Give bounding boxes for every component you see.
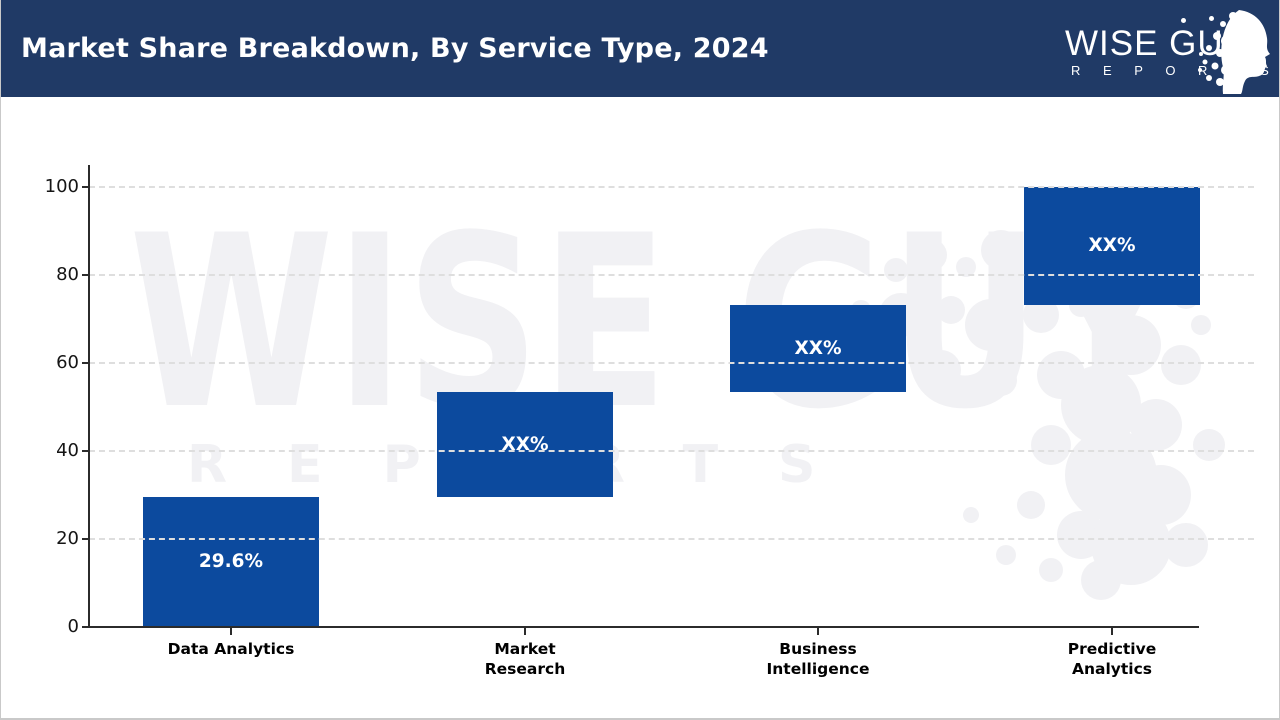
logo-accent-dot [1209, 16, 1214, 21]
header-bar: Market Share Breakdown, By Service Type,… [1, 0, 1279, 97]
y-axis-line [88, 165, 90, 628]
bar-value-label: 29.6% [198, 551, 264, 573]
y-axis-tick-label: 0 [67, 616, 79, 637]
bar-data-analytics: 29.6% [143, 496, 319, 627]
logo-accent-dot [1181, 18, 1186, 23]
gridline [89, 274, 1254, 276]
face-profile-icon [1198, 10, 1270, 94]
wiseguy-logo: WISE GUY R E P O R T S [1033, 6, 1273, 94]
bar-market-research: XX% [437, 392, 613, 497]
bar-value-label: XX% [794, 337, 842, 359]
x-axis-line [86, 626, 1199, 628]
gridline [89, 538, 1254, 540]
y-axis-tick [82, 626, 89, 628]
gridline [89, 450, 1254, 452]
bar-value-label: XX% [1088, 235, 1136, 257]
x-axis-tick [817, 627, 819, 635]
category-label-data-analytics: Data Analytics [167, 640, 295, 658]
y-axis-tick-label: 100 [44, 176, 79, 197]
y-axis-tick-label: 20 [56, 528, 79, 549]
category-label-market-research: Market Research [484, 640, 566, 678]
y-axis-tick-label: 80 [56, 264, 79, 285]
y-axis-tick [82, 450, 89, 452]
y-axis-tick-label: 40 [56, 440, 79, 461]
y-axis-tick [82, 362, 89, 364]
bar-predictive-analytics: XX% [1024, 187, 1200, 305]
gridline [89, 362, 1254, 364]
chart-title: Market Share Breakdown, By Service Type,… [21, 33, 769, 64]
category-label-business-intelligence: Business Intelligence [766, 640, 870, 678]
y-axis-tick [82, 274, 89, 276]
x-axis-tick [524, 627, 526, 635]
x-axis-tick [1111, 627, 1113, 635]
logo-wordmark: WISE GUY [1065, 24, 1249, 63]
bar-value-label: XX% [501, 433, 549, 455]
bar-business-intelligence: XX% [730, 304, 906, 393]
y-axis-tick [82, 538, 89, 540]
y-axis-tick-label: 60 [56, 352, 79, 373]
y-axis-tick [82, 186, 89, 188]
gridline [89, 186, 1254, 188]
logo-subtext: R E P O R T S [1071, 63, 1279, 78]
x-axis-tick [230, 627, 232, 635]
category-label-predictive-analytics: Predictive Analytics [1067, 640, 1157, 678]
